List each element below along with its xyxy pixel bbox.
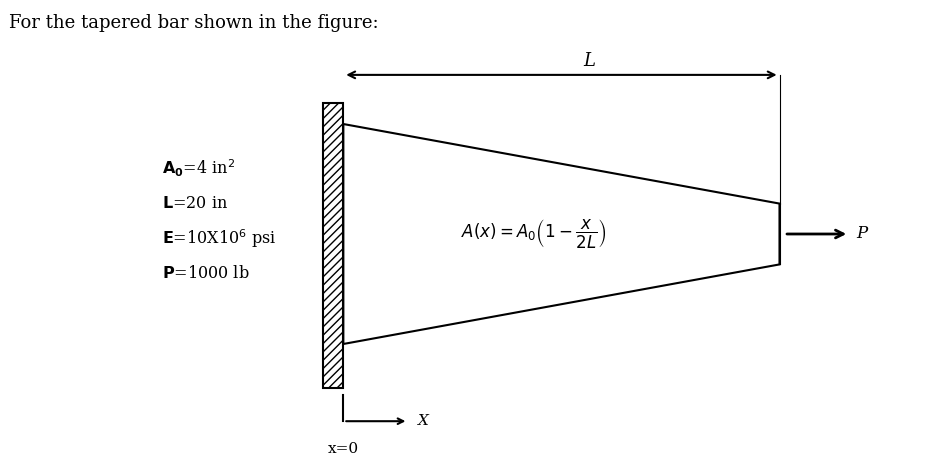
- Text: $\mathbf{A_0}$=4 in$^2$: $\mathbf{A_0}$=4 in$^2$: [162, 158, 235, 179]
- Text: $\mathbf{E}$=10X10$^6$ psi: $\mathbf{E}$=10X10$^6$ psi: [162, 227, 276, 250]
- Text: For the tapered bar shown in the figure:: For the tapered bar shown in the figure:: [9, 14, 378, 32]
- Text: $\mathbf{P}$=1000 lb: $\mathbf{P}$=1000 lb: [162, 265, 249, 282]
- Polygon shape: [343, 124, 779, 344]
- Text: L: L: [583, 52, 594, 70]
- Polygon shape: [323, 103, 343, 388]
- Text: X: X: [417, 414, 428, 428]
- Text: x=0: x=0: [327, 442, 359, 456]
- Text: P: P: [856, 226, 867, 242]
- Text: $\mathbf{L}$=20 in: $\mathbf{L}$=20 in: [162, 195, 228, 212]
- Text: $A(x) = A_0\left(1 - \dfrac{x}{2L}\right)$: $A(x) = A_0\left(1 - \dfrac{x}{2L}\right…: [461, 218, 605, 250]
